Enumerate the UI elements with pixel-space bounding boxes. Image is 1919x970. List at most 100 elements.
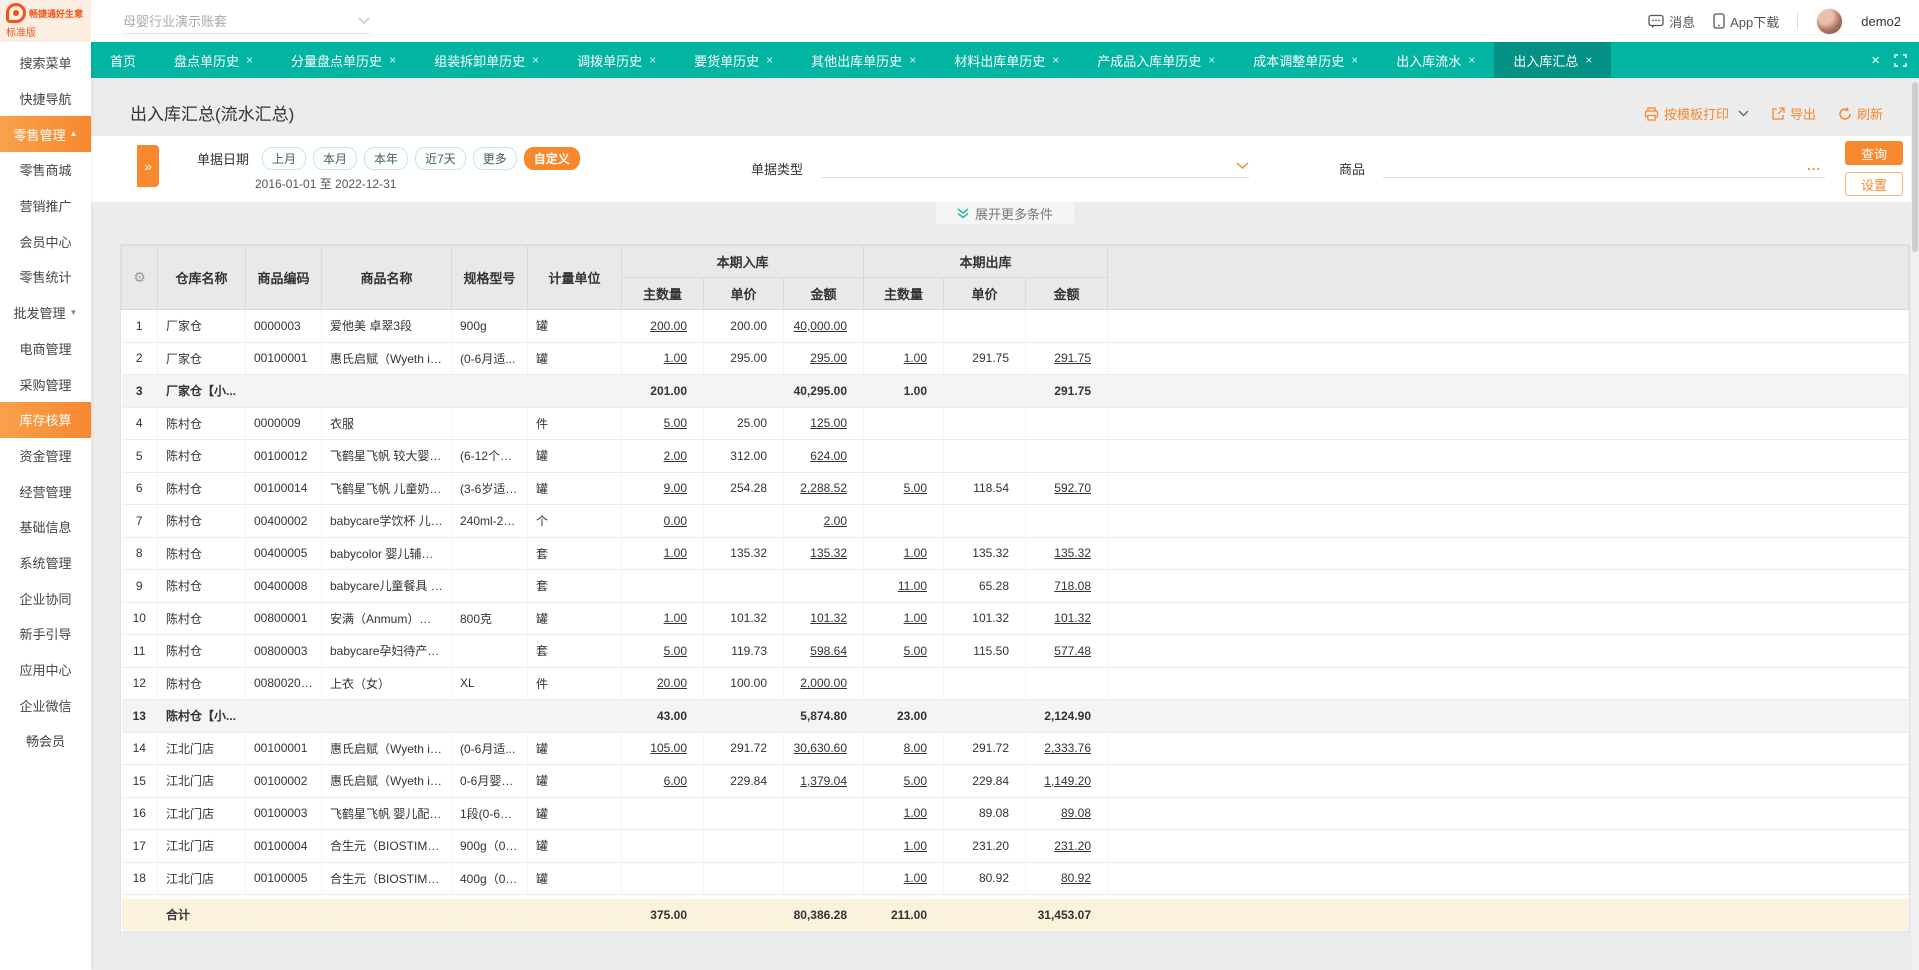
value-link[interactable]: 624.00 <box>810 448 847 463</box>
value-link[interactable]: 30,630.60 <box>793 741 847 756</box>
sidebar-item-6[interactable]: 零售统计 <box>0 259 91 295</box>
value-link[interactable]: 1.00 <box>903 806 927 821</box>
date-preset-3[interactable]: 近7天 <box>415 147 466 170</box>
value-link[interactable]: 1,149.20 <box>1044 773 1091 788</box>
value-link[interactable]: 125.00 <box>810 416 847 431</box>
sidebar-item-16[interactable]: 新手引导 <box>0 616 91 652</box>
tab-7[interactable]: 材料出库单历史 × <box>935 42 1078 78</box>
value-link[interactable]: 1.00 <box>903 611 927 626</box>
sidebar-item-13[interactable]: 基础信息 <box>0 509 91 545</box>
doc-type-select[interactable] <box>821 154 1250 178</box>
value-link[interactable]: 1.00 <box>663 546 687 561</box>
value-link[interactable]: 592.70 <box>1054 481 1091 496</box>
sidebar-item-10[interactable]: 库存核算 <box>0 401 91 438</box>
collapse-sidebar-button[interactable]: » <box>137 145 159 187</box>
close-all-tabs-icon[interactable]: × <box>1871 51 1880 69</box>
tab-5[interactable]: 要货单历史 × <box>675 42 792 78</box>
value-link[interactable]: 5.00 <box>903 773 927 788</box>
value-link[interactable]: 2,000.00 <box>800 676 847 691</box>
value-link[interactable]: 101.32 <box>1054 611 1091 626</box>
value-link[interactable]: 718.08 <box>1054 578 1091 593</box>
value-link[interactable]: 295.00 <box>810 351 847 366</box>
tab-close-icon[interactable]: × <box>1351 53 1359 67</box>
product-picker-ellipsis[interactable]: ... <box>1807 158 1822 173</box>
value-link[interactable]: 1.00 <box>903 546 927 561</box>
date-preset-4[interactable]: 更多 <box>472 147 517 170</box>
value-link[interactable]: 2,288.52 <box>800 481 847 496</box>
value-link[interactable]: 231.20 <box>1054 838 1091 853</box>
sidebar-item-14[interactable]: 系统管理 <box>0 545 91 581</box>
sidebar-item-19[interactable]: 畅会员 <box>0 723 91 759</box>
value-link[interactable]: 5.00 <box>663 643 687 658</box>
sidebar-item-1[interactable]: 快捷导航 <box>0 81 91 117</box>
sidebar-item-11[interactable]: 资金管理 <box>0 438 91 474</box>
tab-close-icon[interactable]: × <box>649 53 657 67</box>
messages-button[interactable]: 消息 <box>1648 12 1695 31</box>
value-link[interactable]: 11.00 <box>897 578 927 593</box>
value-link[interactable]: 20.00 <box>656 676 687 691</box>
value-link[interactable]: 40,000.00 <box>793 318 847 333</box>
value-link[interactable]: 0.00 <box>663 513 687 528</box>
sidebar-item-0[interactable]: 搜索菜单 <box>0 45 91 81</box>
date-preset-0[interactable]: 上月 <box>262 147 307 170</box>
date-range-value[interactable]: 2016-01-01 至 2022-12-31 <box>255 177 397 191</box>
tab-close-icon[interactable]: × <box>532 53 540 67</box>
tab-close-icon[interactable]: × <box>1585 53 1593 67</box>
tab-10[interactable]: 出入库流水 × <box>1377 42 1494 78</box>
sidebar-item-12[interactable]: 经营管理 <box>0 473 91 509</box>
value-link[interactable]: 1.00 <box>903 871 927 886</box>
sidebar-item-9[interactable]: 采购管理 <box>0 366 91 402</box>
tab-close-icon[interactable]: × <box>909 53 917 67</box>
refresh-button[interactable]: 刷新 <box>1838 104 1883 123</box>
value-link[interactable]: 2.00 <box>663 448 687 463</box>
tab-9[interactable]: 成本调整单历史 × <box>1234 42 1377 78</box>
export-button[interactable]: 导出 <box>1771 104 1816 123</box>
tab-4[interactable]: 调拨单历史 × <box>558 42 675 78</box>
value-link[interactable]: 5.00 <box>663 416 687 431</box>
value-link[interactable]: 200.00 <box>650 318 687 333</box>
value-link[interactable]: 1.00 <box>663 351 687 366</box>
avatar[interactable] <box>1816 7 1844 35</box>
print-options-chevron-icon[interactable] <box>1738 110 1749 117</box>
value-link[interactable]: 105.00 <box>650 741 687 756</box>
value-link[interactable]: 5.00 <box>903 481 927 496</box>
date-preset-2[interactable]: 本年 <box>364 147 409 170</box>
sidebar-item-5[interactable]: 会员中心 <box>0 223 91 259</box>
value-link[interactable]: 101.32 <box>810 611 847 626</box>
tab-close-icon[interactable]: × <box>1468 53 1476 67</box>
value-link[interactable]: 1.00 <box>903 838 927 853</box>
app-download-button[interactable]: App下载 <box>1713 12 1779 31</box>
tab-close-icon[interactable]: × <box>1052 53 1060 67</box>
tab-0[interactable]: 首页 <box>91 42 155 78</box>
value-link[interactable]: 577.48 <box>1054 643 1091 658</box>
sidebar-item-2[interactable]: 零售管理 ▲ <box>0 116 91 153</box>
window-scrollbar[interactable] <box>1911 78 1919 970</box>
value-link[interactable]: 1.00 <box>663 611 687 626</box>
tab-close-icon[interactable]: × <box>1208 53 1216 67</box>
account-select[interactable]: 母婴行业演示账套 <box>123 8 370 34</box>
value-link[interactable]: 135.32 <box>810 546 847 561</box>
sidebar-item-3[interactable]: 零售商城 <box>0 152 91 188</box>
value-link[interactable]: 598.64 <box>810 643 847 658</box>
tab-close-icon[interactable]: × <box>246 53 254 67</box>
settings-button[interactable]: 设置 <box>1845 172 1903 196</box>
sidebar-item-8[interactable]: 电商管理 <box>0 331 91 367</box>
sidebar-item-7[interactable]: 批发管理 ▼ <box>0 295 91 331</box>
value-link[interactable]: 135.32 <box>1054 546 1091 561</box>
tab-1[interactable]: 盘点单历史 × <box>155 42 272 78</box>
column-settings-gear-icon[interactable]: ⚙ <box>121 245 158 310</box>
sidebar-item-17[interactable]: 应用中心 <box>0 652 91 688</box>
value-link[interactable]: 2.00 <box>823 513 847 528</box>
fullscreen-icon[interactable] <box>1894 53 1907 67</box>
sidebar-item-15[interactable]: 企业协同 <box>0 580 91 616</box>
tab-close-icon[interactable]: × <box>389 53 397 67</box>
tab-3[interactable]: 组装拆卸单历史 × <box>415 42 558 78</box>
tab-8[interactable]: 产成品入库单历史 × <box>1078 42 1234 78</box>
tab-close-icon[interactable]: × <box>766 53 774 67</box>
value-link[interactable]: 291.75 <box>1054 351 1091 366</box>
scrollbar-thumb[interactable] <box>1912 82 1918 252</box>
value-link[interactable]: 6.00 <box>663 773 687 788</box>
date-preset-1[interactable]: 本月 <box>313 147 358 170</box>
value-link[interactable]: 9.00 <box>663 481 687 496</box>
tab-2[interactable]: 分量盘点单历史 × <box>272 42 415 78</box>
